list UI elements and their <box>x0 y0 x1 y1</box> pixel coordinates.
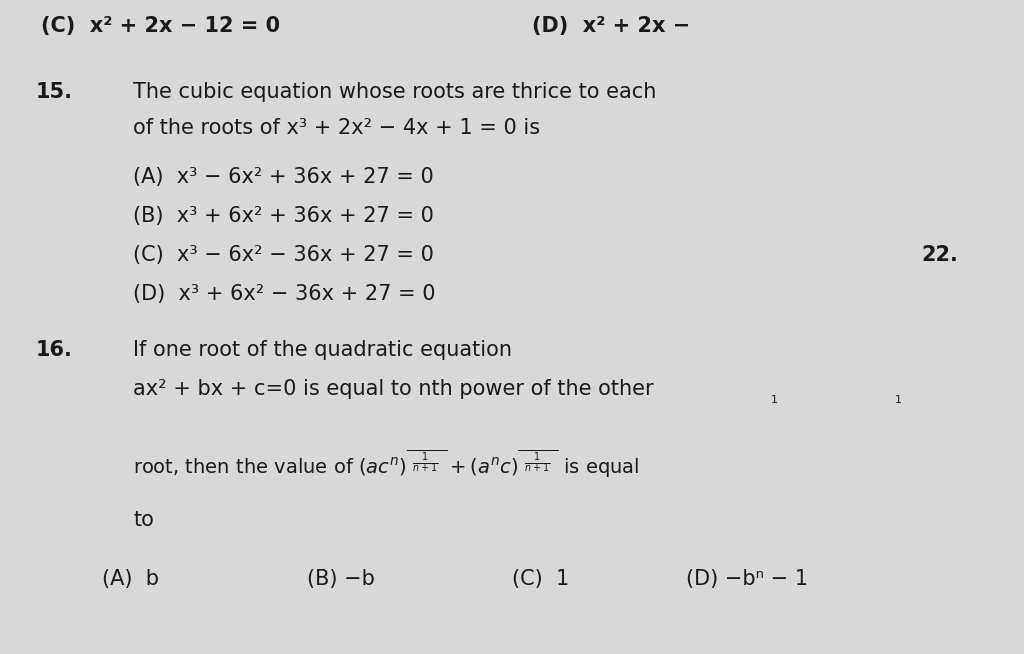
Text: The cubic equation whose roots are thrice to each: The cubic equation whose roots are thric… <box>133 82 656 102</box>
Text: (A)  x³ − 6x² + 36x + 27 = 0: (A) x³ − 6x² + 36x + 27 = 0 <box>133 167 434 187</box>
Text: (D) −bⁿ − 1: (D) −bⁿ − 1 <box>686 569 808 589</box>
Text: 1: 1 <box>895 396 901 405</box>
Text: of the roots of x³ + 2x² − 4x + 1 = 0 is: of the roots of x³ + 2x² − 4x + 1 = 0 is <box>133 118 541 138</box>
Text: root, then the value of $(ac^n)^{\overline{\ \,\frac{1}{n+1}\ \,}} + (a^nc)^{\ov: root, then the value of $(ac^n)^{\overli… <box>133 448 640 479</box>
Text: 16.: 16. <box>36 340 73 360</box>
Text: to: to <box>133 510 154 530</box>
Text: (C)  1: (C) 1 <box>512 569 569 589</box>
Text: (C)  x² + 2x − 12 = 0: (C) x² + 2x − 12 = 0 <box>41 16 281 37</box>
Text: 15.: 15. <box>36 82 73 102</box>
Text: ax² + bx + c=0 is equal to nth power of the other: ax² + bx + c=0 is equal to nth power of … <box>133 379 653 400</box>
Text: (C)  x³ − 6x² − 36x + 27 = 0: (C) x³ − 6x² − 36x + 27 = 0 <box>133 245 434 266</box>
Text: (D)  x² + 2x −: (D) x² + 2x − <box>532 16 691 37</box>
Text: (A)  b: (A) b <box>102 569 160 589</box>
Text: (B)  x³ + 6x² + 36x + 27 = 0: (B) x³ + 6x² + 36x + 27 = 0 <box>133 206 434 226</box>
Text: If one root of the quadratic equation: If one root of the quadratic equation <box>133 340 512 360</box>
Text: 1: 1 <box>771 396 777 405</box>
Text: (D)  x³ + 6x² − 36x + 27 = 0: (D) x³ + 6x² − 36x + 27 = 0 <box>133 284 435 305</box>
Text: 22.: 22. <box>922 245 958 266</box>
Text: (B) −b: (B) −b <box>307 569 375 589</box>
